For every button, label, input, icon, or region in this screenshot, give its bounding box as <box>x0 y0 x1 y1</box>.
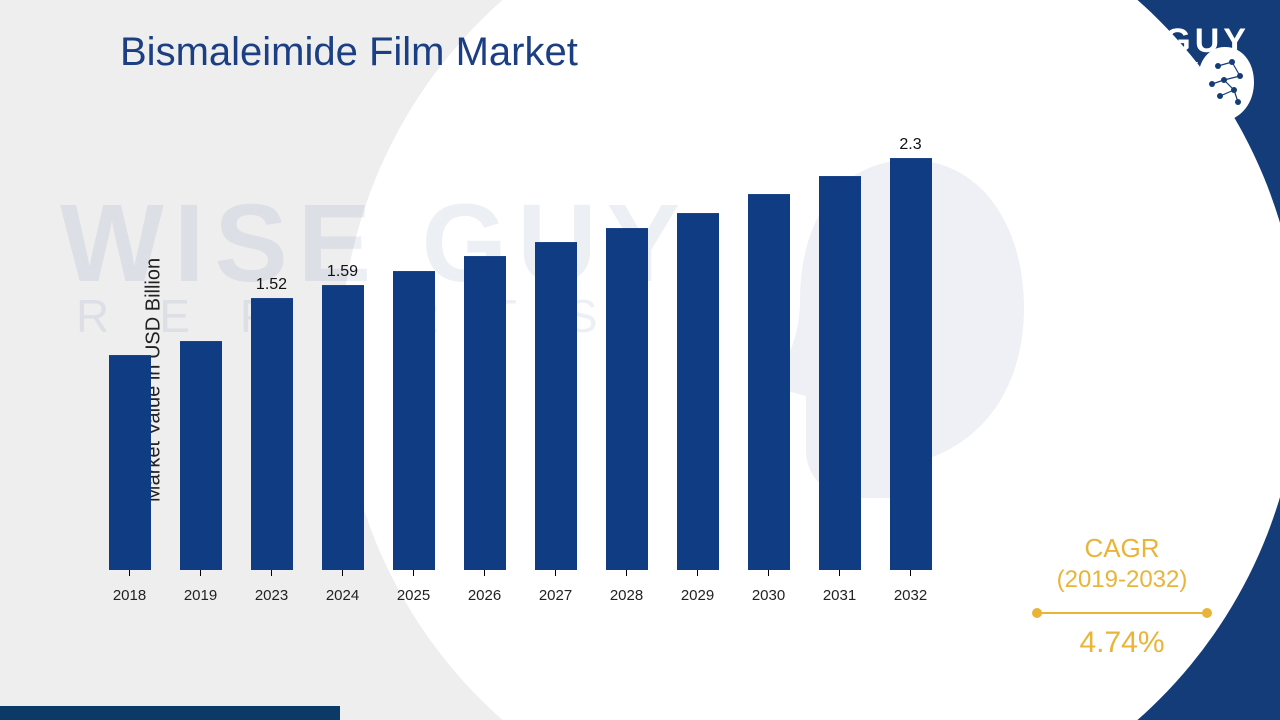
x-tick-label: 2028 <box>596 587 658 604</box>
x-tick <box>383 570 445 576</box>
head-network-icon <box>1190 42 1260 132</box>
bar-value-label: 2.3 <box>899 136 921 154</box>
x-tick <box>241 570 303 576</box>
x-tick-label: 2024 <box>312 587 374 604</box>
bar <box>525 220 587 570</box>
x-tick-label: 2032 <box>880 587 942 604</box>
bar-rect <box>748 194 790 570</box>
x-tick <box>99 570 161 576</box>
bar-rect <box>890 158 932 570</box>
bar <box>383 249 445 570</box>
x-tick-label: 2023 <box>241 587 303 604</box>
x-tick-label: 2018 <box>99 587 161 604</box>
x-tick <box>596 570 658 576</box>
bar-rect <box>606 228 648 570</box>
bars-container: 1.521.592.3 <box>90 140 950 570</box>
x-ticks <box>90 570 950 576</box>
bar-rect <box>251 298 293 570</box>
bar: 2.3 <box>880 136 942 570</box>
cagr-title: CAGR <box>1022 533 1222 564</box>
plot-region: 1.521.592.3 <box>90 140 950 570</box>
x-tick-label: 2025 <box>383 587 445 604</box>
x-tick-label: 2030 <box>738 587 800 604</box>
x-tick-label: 2031 <box>809 587 871 604</box>
bar <box>454 234 516 570</box>
bar-rect <box>180 341 222 570</box>
bar-rect <box>322 285 364 570</box>
bottom-accent-bar <box>0 706 340 720</box>
bar-value-label: 1.52 <box>256 276 287 294</box>
bar <box>667 191 729 570</box>
bar <box>596 206 658 570</box>
bar-value-label: 1.59 <box>327 263 358 281</box>
bar <box>738 172 800 570</box>
cagr-block: CAGR (2019-2032) 4.74% <box>1022 533 1222 660</box>
x-tick <box>667 570 729 576</box>
bar: 1.59 <box>312 263 374 570</box>
x-tick <box>454 570 516 576</box>
bar-rect <box>677 213 719 570</box>
x-tick-label: 2029 <box>667 587 729 604</box>
brand-logo: WISE GUY R E P O R T S <box>995 22 1250 76</box>
cagr-divider <box>1037 612 1207 614</box>
cagr-value: 4.74% <box>1022 626 1222 660</box>
x-tick <box>170 570 232 576</box>
x-tick <box>738 570 800 576</box>
stage: Bismaleimide Film Market WISE GUY R E P … <box>0 0 1280 720</box>
chart-area: Market Value in USD Billion 1.521.592.3 … <box>40 140 950 620</box>
bar <box>809 154 871 570</box>
bar-rect <box>535 242 577 570</box>
x-tick <box>880 570 942 576</box>
x-tick-label: 2019 <box>170 587 232 604</box>
x-axis-labels: 2018 2019 2023 2024 2025 2026 2027 2028 2029 2030… <box>90 587 950 604</box>
x-tick <box>312 570 374 576</box>
bar: 1.52 <box>241 276 303 570</box>
bar-rect <box>464 256 506 570</box>
x-tick <box>525 570 587 576</box>
bar-rect <box>819 176 861 570</box>
bar-rect <box>109 355 151 570</box>
x-tick <box>809 570 871 576</box>
bar-rect <box>393 271 435 570</box>
cagr-years: (2019-2032) <box>1022 566 1222 594</box>
x-tick-label: 2027 <box>525 587 587 604</box>
bar <box>99 333 161 570</box>
bar <box>170 319 232 570</box>
chart-title: Bismaleimide Film Market <box>120 30 578 75</box>
x-tick-label: 2026 <box>454 587 516 604</box>
